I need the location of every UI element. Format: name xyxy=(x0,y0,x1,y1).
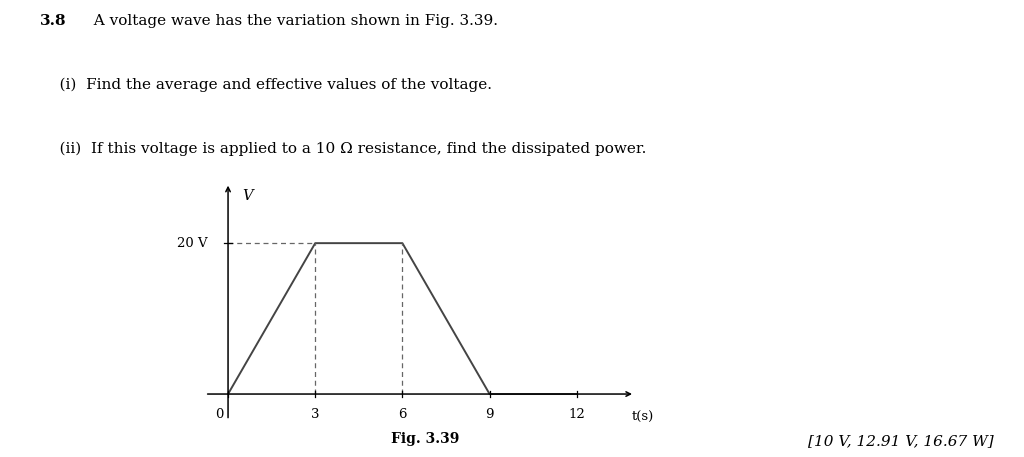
Text: 12: 12 xyxy=(568,408,585,420)
Text: (ii)  If this voltage is applied to a 10 Ω resistance, find the dissipated power: (ii) If this voltage is applied to a 10 … xyxy=(40,142,646,156)
Text: 3: 3 xyxy=(311,408,319,420)
Text: (i)  Find the average and effective values of the voltage.: (i) Find the average and effective value… xyxy=(40,78,493,92)
Text: 9: 9 xyxy=(485,408,494,420)
Text: V: V xyxy=(243,189,253,203)
Text: 0: 0 xyxy=(215,408,223,420)
Text: [10 V, 12.91 V, 16.67 W]: [10 V, 12.91 V, 16.67 W] xyxy=(808,434,993,448)
Text: Fig. 3.39: Fig. 3.39 xyxy=(391,432,459,446)
Text: 20 V: 20 V xyxy=(177,237,208,250)
Text: 6: 6 xyxy=(398,408,407,420)
Text: A voltage wave has the variation shown in Fig. 3.39.: A voltage wave has the variation shown i… xyxy=(84,14,499,28)
Text: 3.8: 3.8 xyxy=(40,14,67,28)
Text: t(s): t(s) xyxy=(632,411,654,424)
